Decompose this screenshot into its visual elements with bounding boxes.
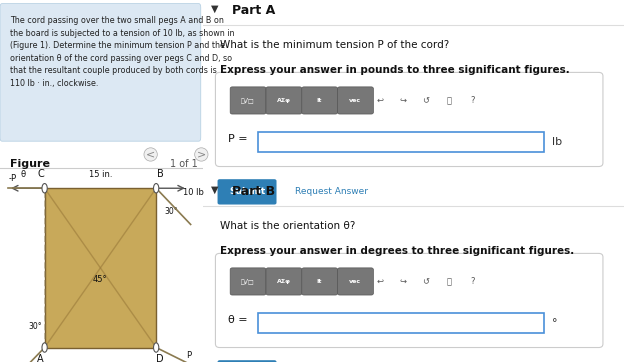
- FancyBboxPatch shape: [302, 87, 338, 114]
- Text: P: P: [187, 352, 192, 361]
- Text: ▼: ▼: [211, 185, 219, 195]
- Circle shape: [154, 343, 158, 352]
- Text: A: A: [37, 354, 44, 362]
- Text: Request Answer: Request Answer: [296, 188, 368, 196]
- Circle shape: [42, 184, 47, 193]
- Text: <: <: [146, 150, 155, 160]
- FancyBboxPatch shape: [266, 268, 302, 295]
- Text: Part A: Part A: [232, 4, 276, 17]
- Text: Submit: Submit: [229, 188, 265, 196]
- Text: ⬛√□: ⬛√□: [241, 98, 255, 104]
- Text: B: B: [157, 169, 163, 180]
- FancyBboxPatch shape: [338, 268, 373, 295]
- Text: ⬛: ⬛: [447, 96, 452, 105]
- Text: C: C: [37, 169, 44, 180]
- FancyBboxPatch shape: [230, 87, 266, 114]
- Text: D: D: [157, 354, 164, 362]
- Text: ↩: ↩: [376, 277, 383, 286]
- FancyBboxPatch shape: [338, 87, 373, 114]
- Text: -P: -P: [8, 174, 16, 183]
- Text: Express your answer in pounds to three significant figures.: Express your answer in pounds to three s…: [220, 65, 569, 75]
- Text: ΑΣφ: ΑΣφ: [276, 98, 291, 103]
- Text: Part B: Part B: [232, 185, 275, 198]
- Text: What is the orientation θ?: What is the orientation θ?: [220, 221, 355, 231]
- Circle shape: [42, 343, 47, 352]
- Text: ↺: ↺: [422, 277, 429, 286]
- Text: ?: ?: [470, 277, 475, 286]
- Text: ↺: ↺: [422, 96, 429, 105]
- Bar: [45, 188, 156, 348]
- Text: vec: vec: [349, 98, 361, 103]
- FancyBboxPatch shape: [0, 4, 201, 141]
- Text: >: >: [197, 150, 206, 160]
- Text: ↪: ↪: [399, 96, 406, 105]
- FancyBboxPatch shape: [258, 132, 544, 152]
- Text: Figure: Figure: [10, 159, 50, 169]
- Text: 1 of 1: 1 of 1: [170, 159, 198, 169]
- FancyBboxPatch shape: [218, 360, 276, 362]
- Circle shape: [154, 184, 158, 193]
- Text: ?: ?: [470, 96, 475, 105]
- Text: ⬛: ⬛: [447, 277, 452, 286]
- Text: lb: lb: [552, 137, 562, 147]
- FancyBboxPatch shape: [215, 253, 603, 348]
- FancyBboxPatch shape: [230, 268, 266, 295]
- Text: 10 lb: 10 lb: [182, 189, 203, 198]
- Text: 45°: 45°: [93, 275, 108, 285]
- Text: ▼: ▼: [211, 4, 219, 14]
- Text: ⬛√□: ⬛√□: [241, 279, 255, 285]
- Text: θ =: θ =: [228, 315, 248, 325]
- Text: ΑΣφ: ΑΣφ: [276, 279, 291, 284]
- Text: It: It: [317, 279, 322, 284]
- FancyBboxPatch shape: [258, 313, 544, 333]
- Text: 15 in.: 15 in.: [89, 171, 112, 180]
- Text: ↩: ↩: [376, 96, 383, 105]
- Text: What is the minimum tension P of the cord?: What is the minimum tension P of the cor…: [220, 40, 449, 50]
- Text: °: °: [552, 318, 558, 328]
- FancyBboxPatch shape: [302, 268, 338, 295]
- FancyBboxPatch shape: [215, 72, 603, 167]
- Text: It: It: [317, 98, 322, 103]
- Text: θ: θ: [20, 171, 26, 180]
- Text: 30°: 30°: [164, 207, 178, 216]
- Text: ↪: ↪: [399, 277, 406, 286]
- Text: P =: P =: [228, 134, 248, 144]
- Text: The cord passing over the two small pegs A and B on
the board is subjected to a : The cord passing over the two small pegs…: [10, 16, 235, 88]
- Text: 30°: 30°: [29, 323, 42, 332]
- FancyBboxPatch shape: [218, 179, 276, 205]
- Text: Express your answer in degrees to three significant figures.: Express your answer in degrees to three …: [220, 246, 574, 256]
- FancyBboxPatch shape: [266, 87, 302, 114]
- Text: vec: vec: [349, 279, 361, 284]
